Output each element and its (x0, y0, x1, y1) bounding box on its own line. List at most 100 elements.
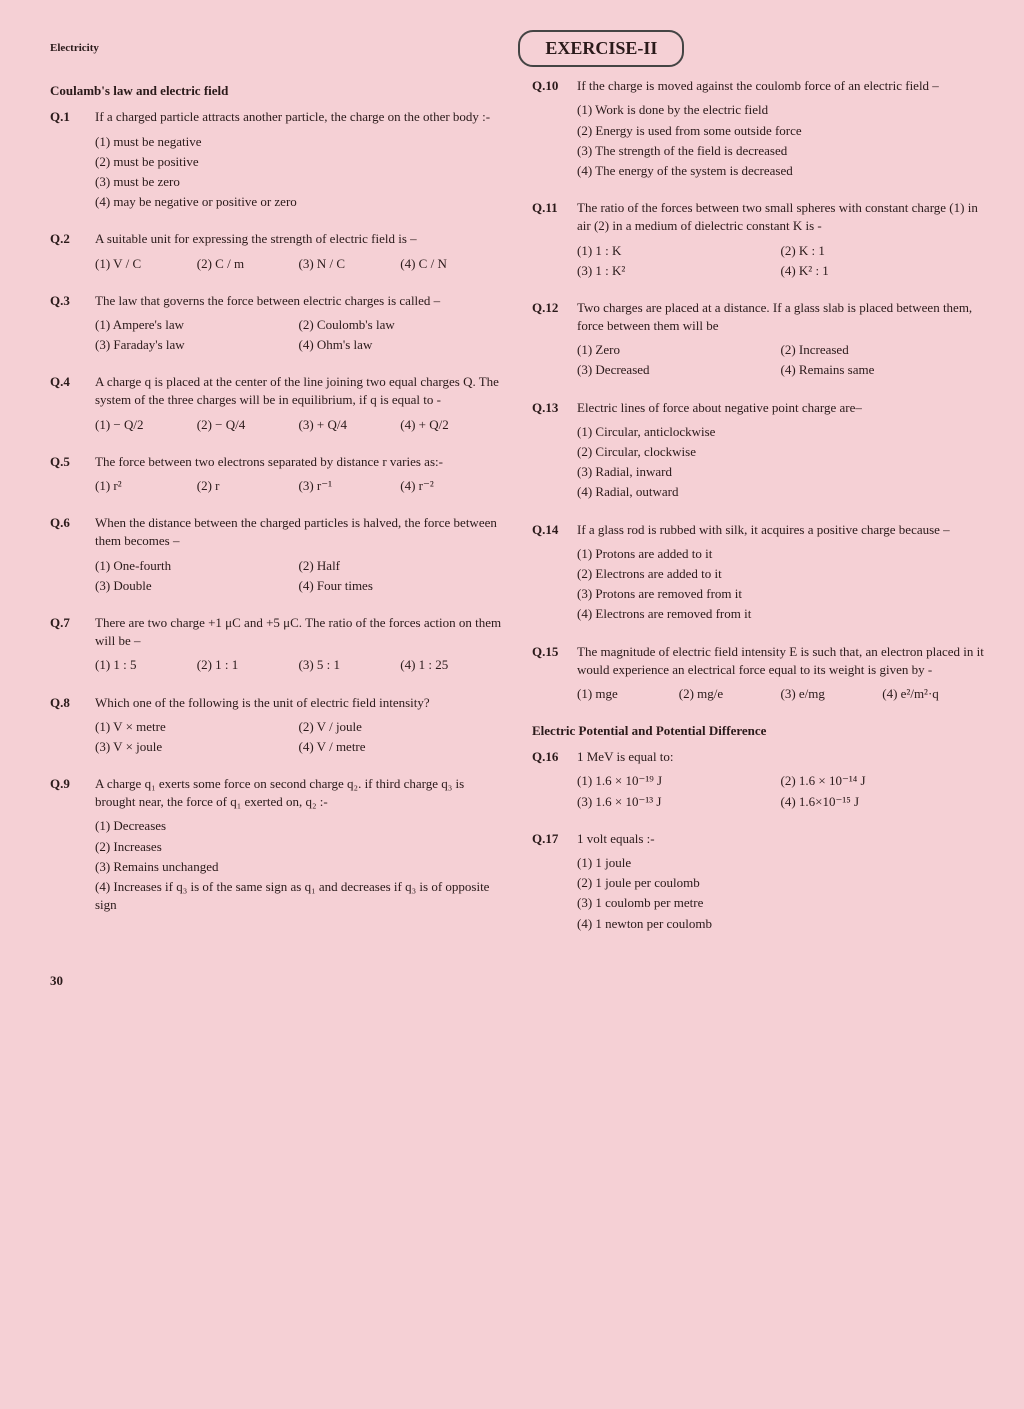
question-text: 1 volt equals :- (577, 830, 984, 848)
question-text: The ratio of the forces between two smal… (577, 199, 984, 235)
option: (3) 1 coulomb per metre (577, 893, 984, 913)
option: (3) r⁻¹ (299, 476, 401, 496)
option: (3) must be zero (95, 172, 502, 192)
option: (3) e/mg (781, 684, 883, 704)
option: (3) V × joule (95, 737, 299, 757)
option: (3) Decreased (577, 360, 781, 380)
option: (2) C / m (197, 254, 299, 274)
option: (1) r² (95, 476, 197, 496)
question-17: Q.17 1 volt equals :- (1) 1 joule (2) 1 … (532, 830, 984, 934)
question-15: Q.15 The magnitude of electric field int… (532, 643, 984, 705)
option: (1) 1 : K (577, 241, 781, 261)
option: (4) Electrons are removed from it (577, 604, 984, 624)
option: (3) Faraday's law (95, 335, 299, 355)
option: (3) 5 : 1 (299, 655, 401, 675)
question-text: Two charges are placed at a distance. If… (577, 299, 984, 335)
option: (3) + Q/4 (299, 415, 401, 435)
question-14: Q.14 If a glass rod is rubbed with silk,… (532, 521, 984, 625)
option: (1) must be negative (95, 132, 502, 152)
page-number: 30 (50, 972, 984, 990)
option: (2) Circular, clockwise (577, 442, 984, 462)
option: (3) N / C (299, 254, 401, 274)
question-text: The force between two electrons separate… (95, 453, 502, 471)
question-16: Q.16 1 MeV is equal to: (1) 1.6 × 10⁻¹⁹ … (532, 748, 984, 812)
question-number: Q.10 (532, 77, 577, 181)
question-1: Q.1 If a charged particle attracts anoth… (50, 108, 502, 212)
question-10: Q.10 If the charge is moved against the … (532, 77, 984, 181)
option: (2) 1 joule per coulomb (577, 873, 984, 893)
option: (4) 1.6×10⁻¹⁵ J (781, 792, 985, 812)
option: (2) − Q/4 (197, 415, 299, 435)
question-text: There are two charge +1 μC and +5 μC. Th… (95, 614, 502, 650)
question-number: Q.6 (50, 514, 95, 596)
section-heading-2: Electric Potential and Potential Differe… (532, 722, 984, 740)
option: (3) Remains unchanged (95, 857, 502, 877)
option: (1) Ampere's law (95, 315, 299, 335)
question-number: Q.13 (532, 399, 577, 503)
question-number: Q.17 (532, 830, 577, 934)
question-number: Q.15 (532, 643, 577, 705)
option: (4) V / metre (299, 737, 503, 757)
option: (3) Radial, inward (577, 462, 984, 482)
question-text: A charge q is placed at the center of th… (95, 373, 502, 409)
option: (3) 1.6 × 10⁻¹³ J (577, 792, 781, 812)
option: (4) C / N (400, 254, 502, 274)
question-text: A charge q₁ exerts some force on second … (95, 775, 502, 811)
question-4: Q.4 A charge q is placed at the center o… (50, 373, 502, 435)
option: (1) V × metre (95, 717, 299, 737)
option: (3) Protons are removed from it (577, 584, 984, 604)
option: (4) 1 : 25 (400, 655, 502, 675)
question-number: Q.4 (50, 373, 95, 435)
question-text: If the charge is moved against the coulo… (577, 77, 984, 95)
option: (2) K : 1 (781, 241, 985, 261)
question-text: The magnitude of electric field intensit… (577, 643, 984, 679)
content-columns: Coulamb's law and electric field Q.1 If … (50, 77, 984, 952)
option: (1) Zero (577, 340, 781, 360)
question-8: Q.8 Which one of the following is the un… (50, 694, 502, 758)
option: (2) Half (299, 556, 503, 576)
option: (4) r⁻² (400, 476, 502, 496)
question-number: Q.11 (532, 199, 577, 281)
option: (4) may be negative or positive or zero (95, 192, 502, 212)
question-number: Q.16 (532, 748, 577, 812)
option: (4) K² : 1 (781, 261, 985, 281)
left-column: Coulamb's law and electric field Q.1 If … (50, 77, 502, 952)
question-text: A suitable unit for expressing the stren… (95, 230, 502, 248)
option: (2) Electrons are added to it (577, 564, 984, 584)
question-text: If a glass rod is rubbed with silk, it a… (577, 521, 984, 539)
option: (2) must be positive (95, 152, 502, 172)
question-text: When the distance between the charged pa… (95, 514, 502, 550)
option: (1) mge (577, 684, 679, 704)
option: (2) 1 : 1 (197, 655, 299, 675)
option: (4) Increases if q₃ is of the same sign … (95, 877, 502, 915)
option: (1) Work is done by the electric field (577, 100, 984, 120)
option: (1) Circular, anticlockwise (577, 422, 984, 442)
option: (3) Double (95, 576, 299, 596)
option: (4) e²/m²·q (882, 684, 984, 704)
question-9: Q.9 A charge q₁ exerts some force on sec… (50, 775, 502, 915)
question-text: 1 MeV is equal to: (577, 748, 984, 766)
option: (4) 1 newton per coulomb (577, 914, 984, 934)
option: (1) − Q/2 (95, 415, 197, 435)
question-13: Q.13 Electric lines of force about negat… (532, 399, 984, 503)
question-6: Q.6 When the distance between the charge… (50, 514, 502, 596)
question-number: Q.2 (50, 230, 95, 273)
option: (2) mg/e (679, 684, 781, 704)
option: (1) 1 joule (577, 853, 984, 873)
option: (2) V / joule (299, 717, 503, 737)
question-number: Q.14 (532, 521, 577, 625)
option: (2) Energy is used from some outside for… (577, 121, 984, 141)
option: (3) 1 : K² (577, 261, 781, 281)
option: (2) 1.6 × 10⁻¹⁴ J (781, 771, 985, 791)
question-3: Q.3 The law that governs the force betwe… (50, 292, 502, 356)
option: (4) Four times (299, 576, 503, 596)
question-number: Q.12 (532, 299, 577, 381)
question-5: Q.5 The force between two electrons sepa… (50, 453, 502, 496)
option: (4) Radial, outward (577, 482, 984, 502)
question-number: Q.8 (50, 694, 95, 758)
question-text: The law that governs the force between e… (95, 292, 502, 310)
header: Electricity EXERCISE-II (50, 30, 984, 67)
option: (1) V / C (95, 254, 197, 274)
option: (4) Ohm's law (299, 335, 503, 355)
question-number: Q.3 (50, 292, 95, 356)
